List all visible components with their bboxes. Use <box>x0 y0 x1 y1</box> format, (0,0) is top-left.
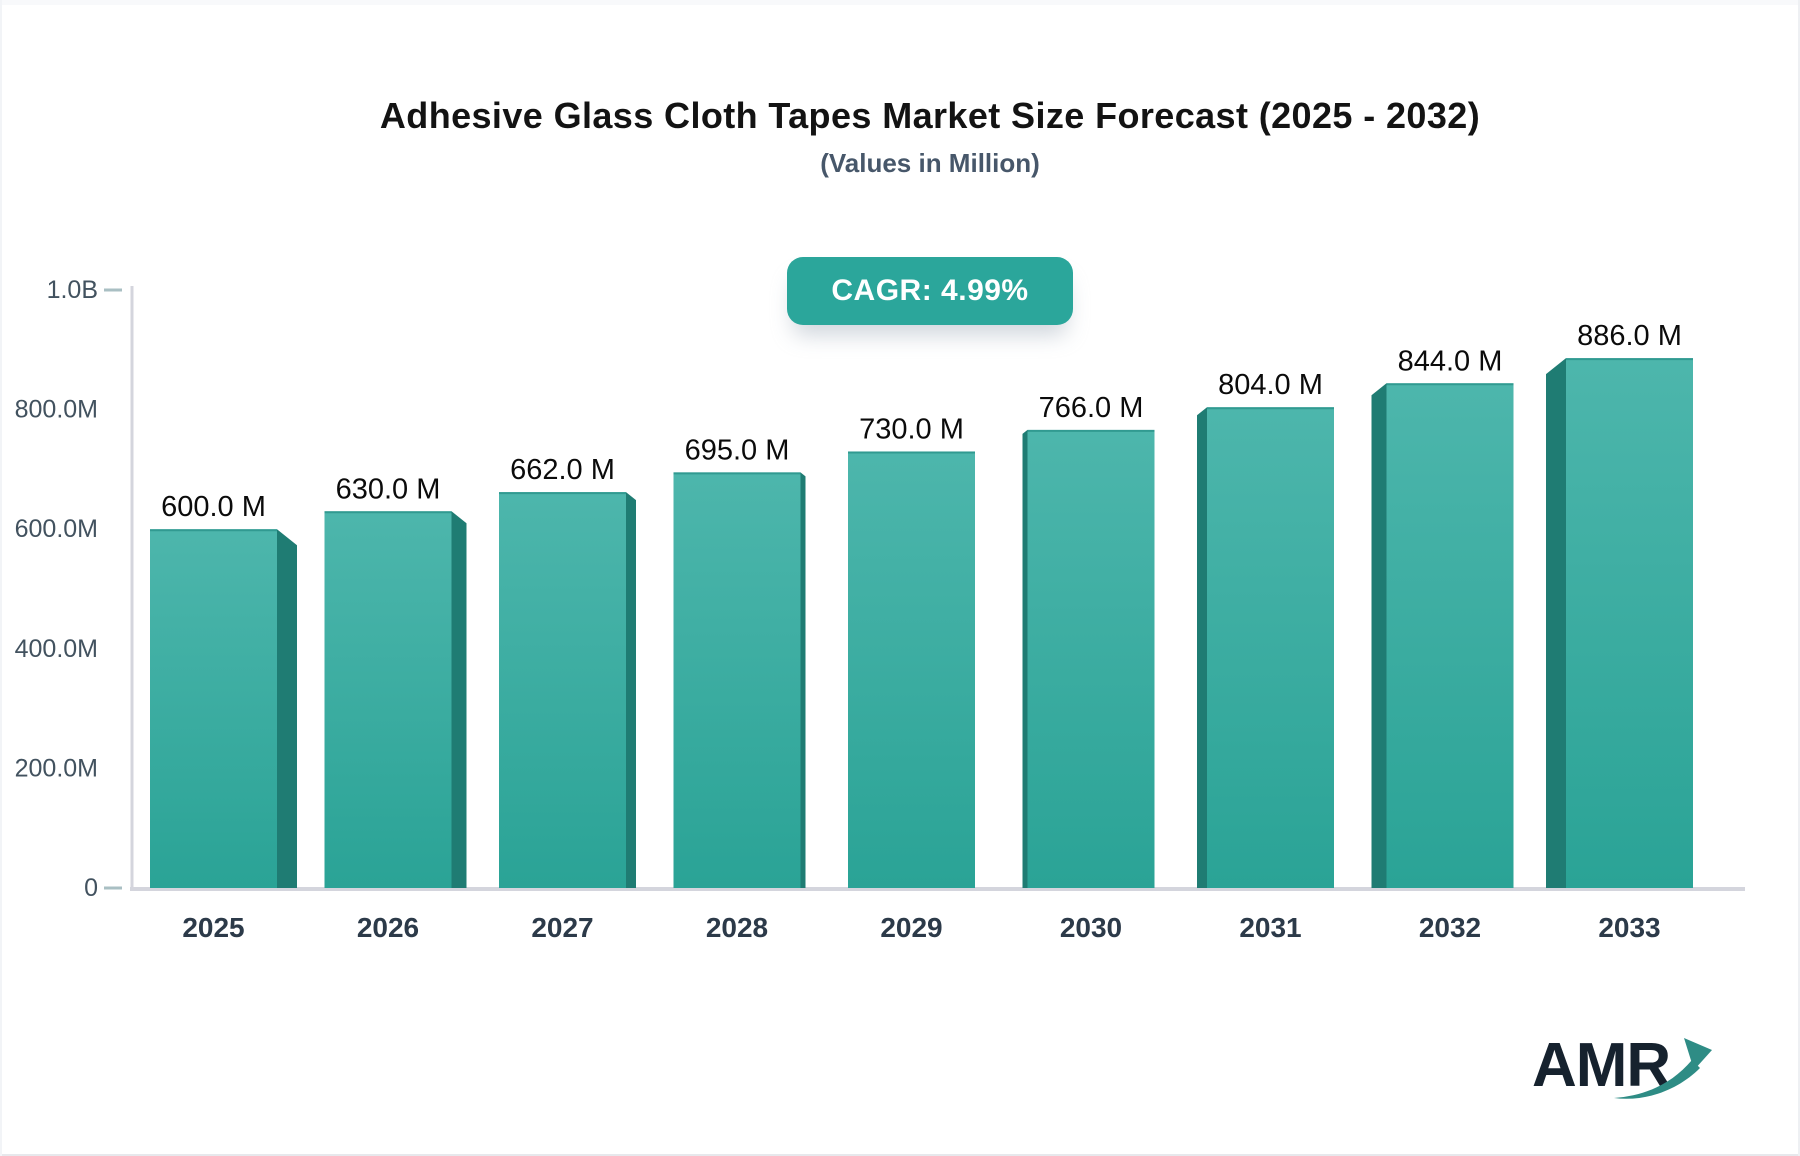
bar-side-face <box>1022 429 1028 888</box>
amr-logo: AMR <box>1532 1030 1732 1110</box>
bar-group: 600.0 M 2025 <box>150 491 297 943</box>
cagr-badge: CAGR: 4.99% <box>787 257 1073 325</box>
bar-value-label: 600.0 M <box>161 491 266 523</box>
bar-value-label: 662.0 M <box>510 454 615 486</box>
chart-title: Adhesive Glass Cloth Tapes Market Size F… <box>379 95 1481 136</box>
x-axis-tick-label: 2025 <box>182 912 244 943</box>
x-axis-tick-label: 2032 <box>1419 912 1481 943</box>
bar-group: 886.0 M 2033 <box>1546 320 1693 943</box>
bar-side-face <box>1371 383 1387 888</box>
bar-value-label: 630.0 M <box>336 473 441 505</box>
x-axis-tick-label: 2031 <box>1239 912 1301 943</box>
bar-side-face <box>1197 407 1207 888</box>
bar <box>1566 358 1693 888</box>
bar <box>1386 383 1514 888</box>
bar-value-label: 766.0 M <box>1039 392 1144 424</box>
bar-value-label: 804.0 M <box>1218 369 1323 401</box>
y-axis-tick-label: 400.0M <box>15 635 98 663</box>
bar-side-face <box>277 529 297 888</box>
bar-value-label: 886.0 M <box>1577 320 1682 352</box>
x-axis-tick-label: 2029 <box>880 912 942 943</box>
page-left-border <box>0 0 2 1156</box>
bar-value-label: 844.0 M <box>1398 345 1503 377</box>
logo-text: AMR <box>1532 1031 1671 1100</box>
bar-value-label: 695.0 M <box>685 434 790 466</box>
page-right-border <box>1798 0 1800 1156</box>
logo-arrow-icon <box>1614 1038 1712 1099</box>
page-bottom-border <box>0 1154 1800 1156</box>
y-axis-tick-label: 200.0M <box>15 754 98 782</box>
bar-side-face <box>451 511 467 888</box>
x-axis-tick-label: 2030 <box>1060 912 1122 943</box>
x-axis-tick-label: 2027 <box>531 912 593 943</box>
y-axis-tick-label: 800.0M <box>15 396 98 424</box>
bar-value-label: 730.0 M <box>859 413 964 445</box>
y-axis-tick-label: 1.0B <box>47 276 98 304</box>
bar <box>499 492 626 888</box>
page-top-border <box>0 0 1800 5</box>
bar-group: 844.0 M 2032 <box>1371 345 1514 943</box>
bar-group: 804.0 M 2031 <box>1197 369 1334 943</box>
bar <box>673 472 801 888</box>
bar <box>1207 407 1334 888</box>
bar-side-face <box>1546 358 1566 888</box>
cagr-badge-row: CAGR: 4.99% <box>60 257 1800 325</box>
bar <box>324 511 452 888</box>
bar-group: 695.0 M 2028 <box>673 434 806 943</box>
bar-group: 662.0 M 2027 <box>499 454 636 943</box>
x-axis-tick-label: 2028 <box>706 912 768 943</box>
bar-side-face <box>626 492 636 888</box>
bar <box>1027 429 1155 888</box>
bar-group: 730.0 M 2029 <box>848 413 975 943</box>
chart-subtitle: (Values in Million) <box>820 148 1040 178</box>
bar-group: 766.0 M 2030 <box>1022 392 1155 943</box>
bar <box>150 529 277 888</box>
x-axis-tick-label: 2033 <box>1598 912 1660 943</box>
x-axis-tick-label: 2026 <box>357 912 419 943</box>
y-axis-tick-label: 600.0M <box>15 515 98 543</box>
bar-group: 630.0 M 2026 <box>324 473 467 943</box>
bar <box>848 451 975 888</box>
bar-side-face <box>800 472 806 888</box>
y-axis-tick-label: 0 <box>84 874 98 902</box>
